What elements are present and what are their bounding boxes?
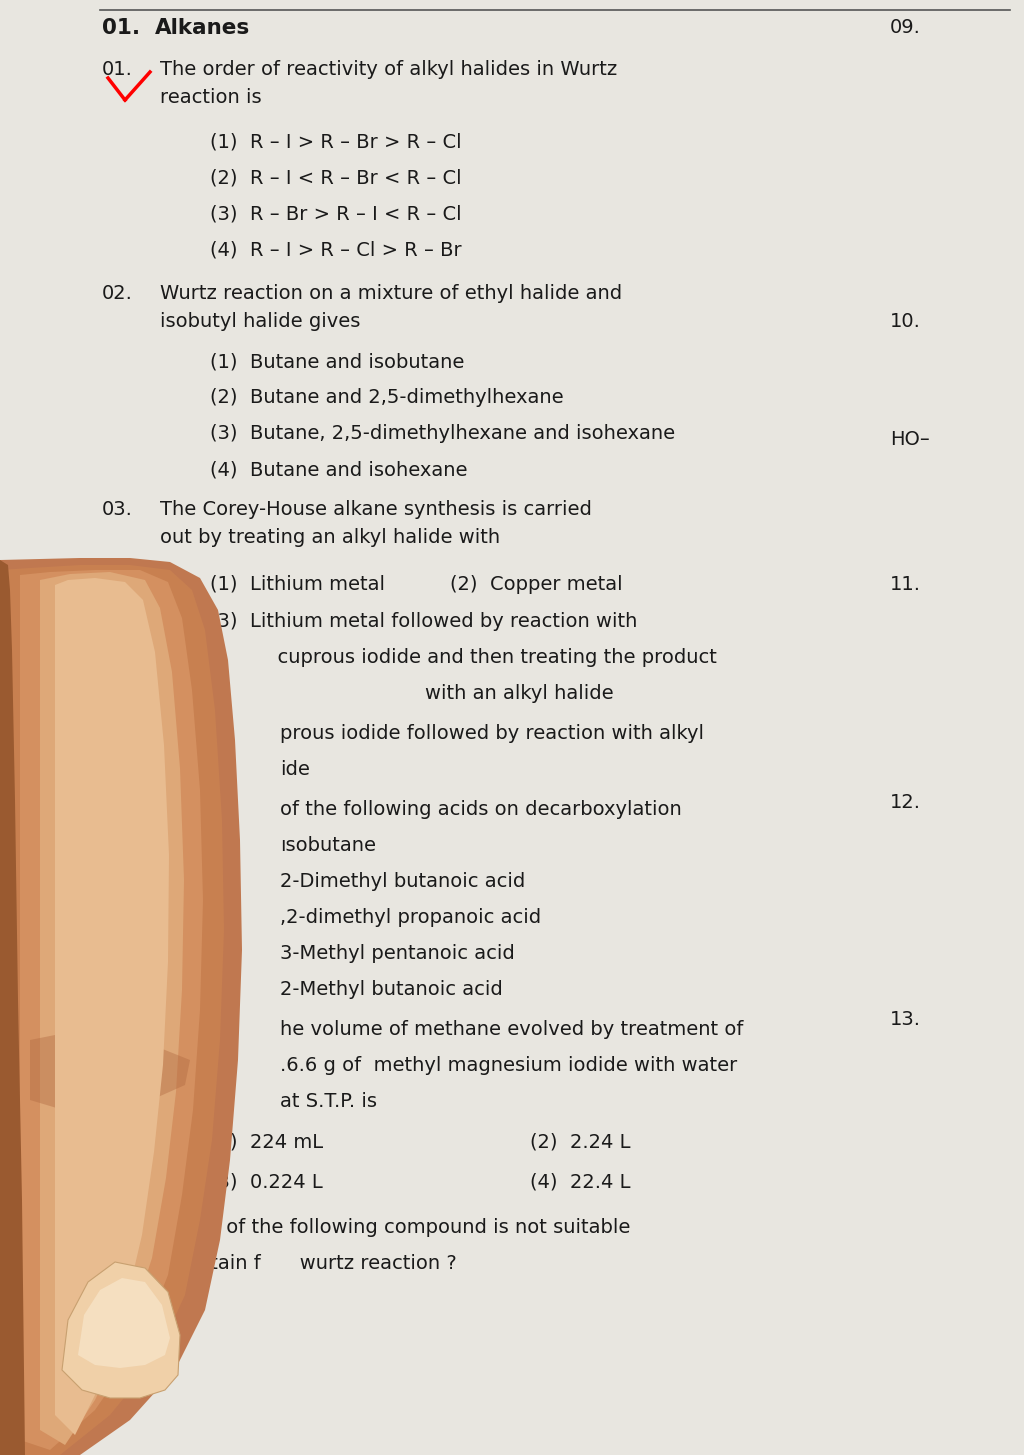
Text: 5.: 5. bbox=[102, 1218, 121, 1237]
Text: The order of reactivity of alkyl halides in Wurtz: The order of reactivity of alkyl halides… bbox=[160, 60, 617, 79]
Text: (2)  Copper metal: (2) Copper metal bbox=[450, 575, 623, 594]
Polygon shape bbox=[40, 572, 184, 1445]
Text: 10.: 10. bbox=[890, 311, 921, 330]
Polygon shape bbox=[78, 1277, 170, 1368]
Text: (4)  Butane and isohexane: (4) Butane and isohexane bbox=[210, 460, 468, 479]
Text: prous iodide followed by reaction with alkyl: prous iodide followed by reaction with a… bbox=[280, 725, 705, 744]
Text: he volume of methane evolved by treatment of: he volume of methane evolved by treatmen… bbox=[280, 1020, 743, 1039]
Text: Wurtz reaction on a mixture of ethyl halide and: Wurtz reaction on a mixture of ethyl hal… bbox=[160, 284, 623, 303]
Polygon shape bbox=[62, 1261, 180, 1398]
Text: 02.: 02. bbox=[102, 284, 133, 303]
Polygon shape bbox=[30, 1030, 190, 1115]
Text: Which of the following compound is not suitable: Which of the following compound is not s… bbox=[160, 1218, 631, 1237]
Text: cuprous iodide and then treating the product: cuprous iodide and then treating the pro… bbox=[240, 647, 717, 666]
Polygon shape bbox=[0, 560, 25, 1455]
Text: (4)  22.4 L: (4) 22.4 L bbox=[530, 1171, 631, 1192]
Text: 13.: 13. bbox=[890, 1010, 921, 1029]
Polygon shape bbox=[20, 570, 203, 1451]
Text: (2)  Butane and 2,5-dimethylhexane: (2) Butane and 2,5-dimethylhexane bbox=[210, 388, 563, 407]
Text: (1)  Lithium metal: (1) Lithium metal bbox=[210, 575, 385, 594]
Text: with an alkyl halide: with an alkyl halide bbox=[350, 684, 613, 703]
Text: (3)  R – Br > R – I < R – Cl: (3) R – Br > R – I < R – Cl bbox=[210, 204, 462, 223]
Text: (3)  Lithium metal followed by reaction with: (3) Lithium metal followed by reaction w… bbox=[210, 613, 637, 631]
Text: out by treating an alkyl halide with: out by treating an alkyl halide with bbox=[160, 528, 500, 547]
Text: ,2-dimethyl propanoic acid: ,2-dimethyl propanoic acid bbox=[280, 908, 541, 927]
Text: 01.: 01. bbox=[102, 60, 133, 79]
Text: (2)  2.24 L: (2) 2.24 L bbox=[530, 1132, 631, 1151]
Text: ısobutane: ısobutane bbox=[280, 837, 376, 856]
Text: 01.: 01. bbox=[102, 17, 140, 38]
Text: (3)  Butane, 2,5-dimethylhexane and isohexane: (3) Butane, 2,5-dimethylhexane and isohe… bbox=[210, 423, 675, 442]
Polygon shape bbox=[55, 578, 169, 1435]
Text: Alkanes: Alkanes bbox=[155, 17, 250, 38]
Text: 09.: 09. bbox=[890, 17, 921, 36]
Text: 3-Methyl pentanoic acid: 3-Methyl pentanoic acid bbox=[280, 944, 515, 963]
Polygon shape bbox=[0, 565, 224, 1455]
Text: (1)  224 mL: (1) 224 mL bbox=[210, 1132, 324, 1151]
Text: ide: ide bbox=[280, 760, 310, 778]
Text: of the following acids on decarboxylation: of the following acids on decarboxylatio… bbox=[280, 800, 682, 819]
Text: to obtain f  wurtz reaction ?: to obtain f wurtz reaction ? bbox=[160, 1254, 457, 1273]
Text: reaction is: reaction is bbox=[160, 87, 261, 108]
Text: The Corey-House alkane synthesis is carried: The Corey-House alkane synthesis is carr… bbox=[160, 501, 592, 519]
Text: .6.6 g of  methyl magnesium iodide with water: .6.6 g of methyl magnesium iodide with w… bbox=[280, 1056, 737, 1075]
Text: 2-Methyl butanoic acid: 2-Methyl butanoic acid bbox=[280, 981, 503, 1000]
Text: 11.: 11. bbox=[890, 575, 921, 594]
Text: (1)  Butane and isobutane: (1) Butane and isobutane bbox=[210, 352, 464, 371]
Text: 12.: 12. bbox=[890, 793, 921, 812]
Text: at S.T.P. is: at S.T.P. is bbox=[280, 1093, 377, 1112]
Text: 2-Dimethyl butanoic acid: 2-Dimethyl butanoic acid bbox=[280, 872, 525, 890]
Text: (3)  0.224 L: (3) 0.224 L bbox=[210, 1171, 323, 1192]
Text: (2)  R – I < R – Br < R – Cl: (2) R – I < R – Br < R – Cl bbox=[210, 167, 462, 188]
Text: 03.: 03. bbox=[102, 501, 133, 519]
Text: HO–: HO– bbox=[890, 431, 930, 450]
Polygon shape bbox=[0, 559, 242, 1455]
Text: (1)  R – I > R – Br > R – Cl: (1) R – I > R – Br > R – Cl bbox=[210, 132, 462, 151]
Text: isobutyl halide gives: isobutyl halide gives bbox=[160, 311, 360, 330]
Text: (4)  R – I > R – Cl > R – Br: (4) R – I > R – Cl > R – Br bbox=[210, 240, 462, 259]
